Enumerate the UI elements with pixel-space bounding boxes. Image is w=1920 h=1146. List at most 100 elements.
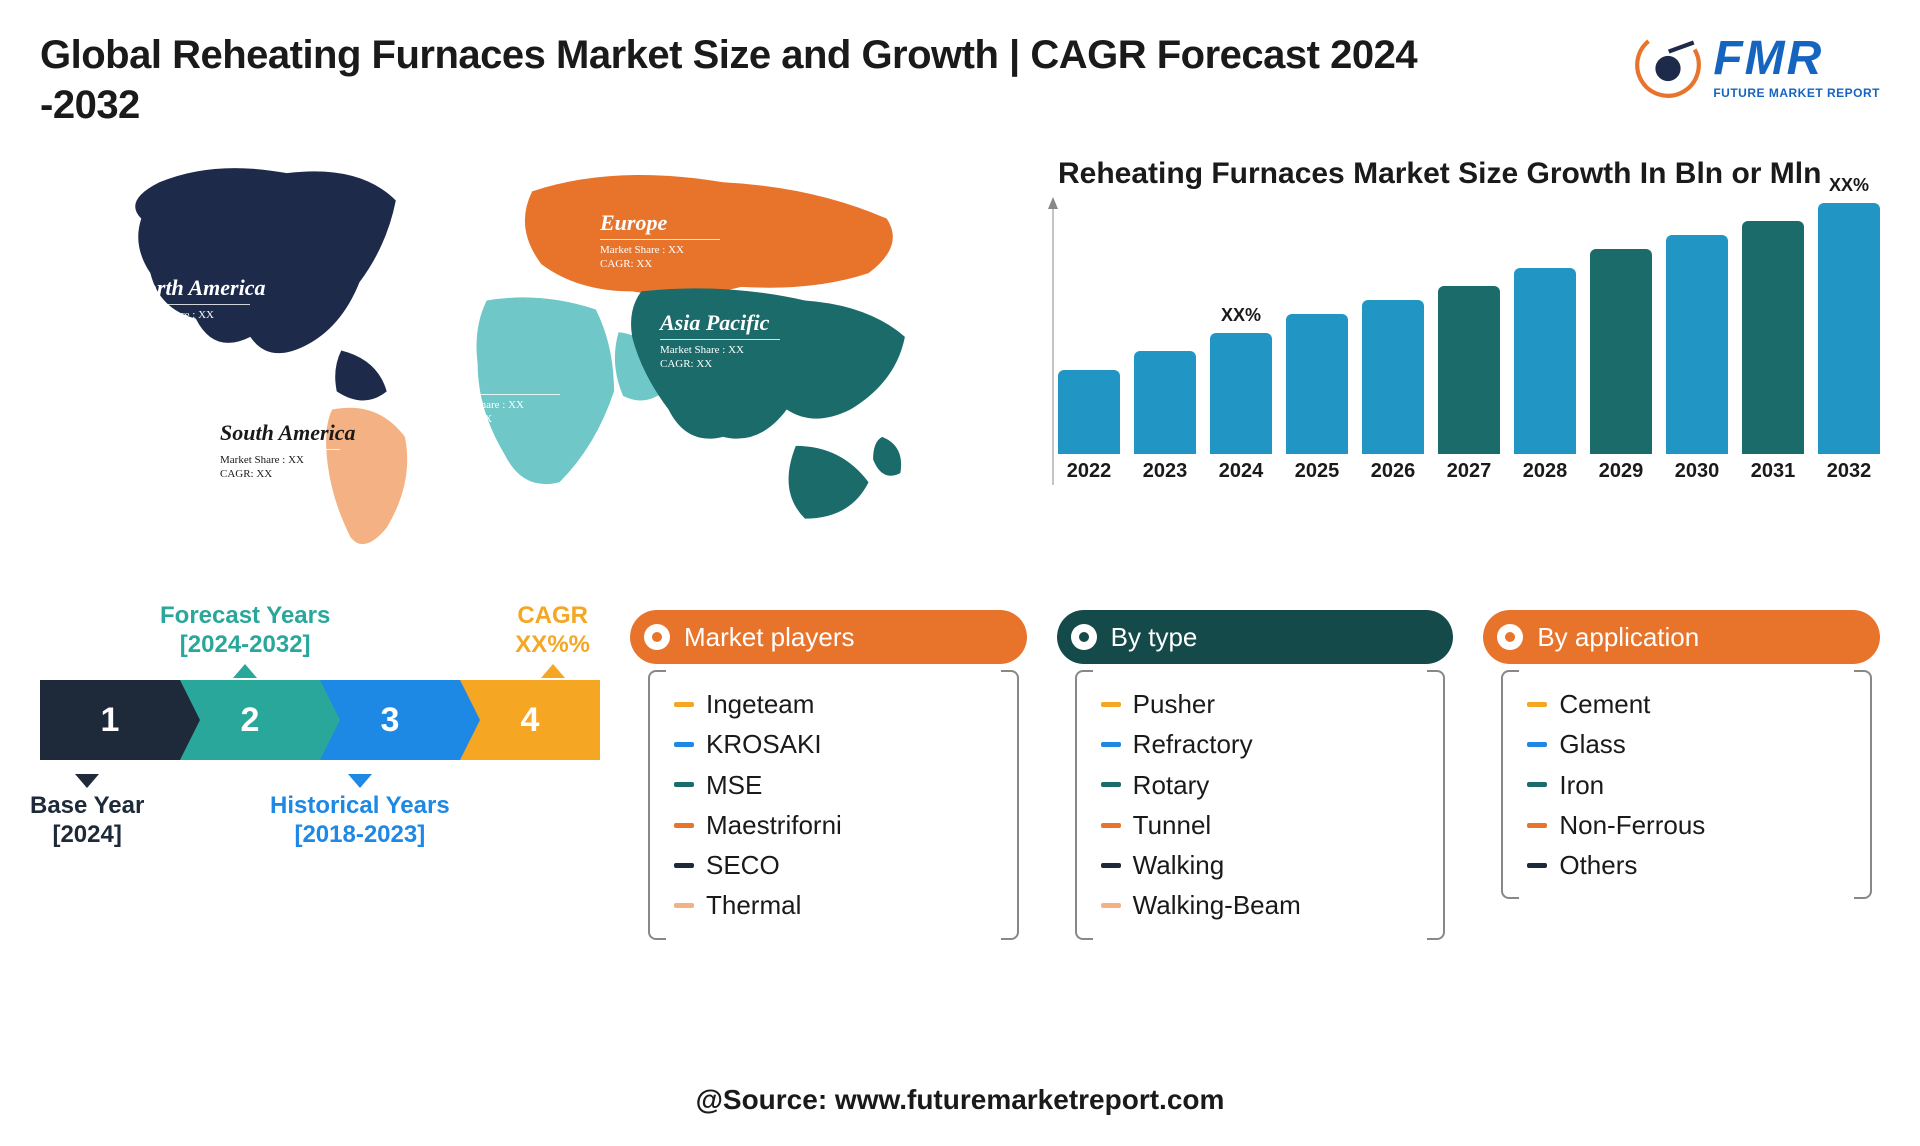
bar-col-2032: XX% 2032 xyxy=(1818,203,1880,483)
region-share: Market Share : XX xyxy=(220,453,356,467)
dash-icon xyxy=(674,782,694,787)
dash-icon xyxy=(1527,782,1547,787)
bar-chart: 20222023XX%20242025202620272028202920302… xyxy=(1058,203,1880,483)
region-share: Market Share : XX xyxy=(130,308,265,322)
bar-year-label: 2025 xyxy=(1295,460,1340,483)
bar-annotation: XX% xyxy=(1221,305,1261,326)
chart-title: Reheating Furnaces Market Size Growth In… xyxy=(1058,155,1880,193)
region-label-ap: Asia Pacific Market Share : XXCAGR: XX xyxy=(660,310,780,372)
bar-year-label: 2026 xyxy=(1371,460,1416,483)
years-row: 1 2 3 4 xyxy=(40,680,600,760)
by-application-pill: By application xyxy=(1483,610,1880,664)
list-item-text: Walking xyxy=(1133,845,1225,885)
list-item: Rotary xyxy=(1101,765,1424,805)
bar-col-2024: XX%2024 xyxy=(1210,333,1272,483)
region-cagr: CAGR: XX xyxy=(130,322,265,336)
cagr-callout: CAGR XX%% xyxy=(515,602,590,682)
list-item: Pusher xyxy=(1101,684,1424,724)
list-item: MSE xyxy=(674,765,997,805)
forecast-callout: Forecast Years [2024-2032] xyxy=(160,602,330,682)
page-title: Global Reheating Furnaces Market Size an… xyxy=(40,30,1440,130)
bar-annotation: XX% xyxy=(1829,175,1869,196)
pill-dot-icon xyxy=(1497,624,1523,650)
list-item-text: Non-Ferrous xyxy=(1559,805,1705,845)
by-type-section: By type PusherRefractoryRotaryTunnelWalk… xyxy=(1057,610,1454,940)
forecast-label: Forecast Years xyxy=(160,602,330,631)
dash-icon xyxy=(1101,702,1121,707)
by-application-section: By application CementGlassIronNon-Ferrou… xyxy=(1483,610,1880,899)
region-cagr: CAGR: XX xyxy=(660,357,780,371)
dash-icon xyxy=(674,823,694,828)
region-label-eu: EuropeMarket Share : XXCAGR: XX xyxy=(600,210,720,272)
by-type-pill: By type xyxy=(1057,610,1454,664)
market-players-pill: Market players xyxy=(630,610,1027,664)
list-item-text: SECO xyxy=(706,845,780,885)
list-item-text: Refractory xyxy=(1133,724,1253,764)
bar-col-2030: 2030 xyxy=(1666,235,1728,482)
list-item: Walking xyxy=(1101,845,1424,885)
list-item-text: Glass xyxy=(1559,724,1625,764)
by-type-header: By type xyxy=(1111,622,1198,653)
region-cagr: CAGR: XX xyxy=(440,412,560,426)
region-name: Europe xyxy=(600,210,720,236)
pill-dot-icon xyxy=(644,624,670,650)
region-label-sa: South AmericaMarket Share : XXCAGR: XX xyxy=(220,420,356,482)
list-item: Walking-Beam xyxy=(1101,885,1424,925)
list-item-text: Pusher xyxy=(1133,684,1215,724)
growth-chart: Reheating Furnaces Market Size Growth In… xyxy=(1018,155,1880,555)
years-block: Forecast Years [2024-2032] CAGR XX%% 1 2… xyxy=(40,610,600,760)
forecast-range: [2024-2032] xyxy=(160,631,330,660)
list-item: Cement xyxy=(1527,684,1850,724)
bar-year-label: 2023 xyxy=(1143,460,1188,483)
by-application-list: CementGlassIronNon-FerrousOthers xyxy=(1527,684,1850,885)
base-year-range: [2024] xyxy=(30,821,144,850)
bar-col-2028: 2028 xyxy=(1514,268,1576,483)
logo-subtitle: FUTURE MARKET REPORT xyxy=(1713,86,1880,100)
bar-2027 xyxy=(1438,286,1500,453)
bar-2031 xyxy=(1742,221,1804,453)
region-name: North America xyxy=(130,275,265,301)
logo-text: FMR xyxy=(1713,31,1880,86)
dash-icon xyxy=(1527,702,1547,707)
list-item: Non-Ferrous xyxy=(1527,805,1850,845)
bar-2022 xyxy=(1058,370,1120,454)
historical-range: [2018-2023] xyxy=(270,821,450,850)
region-name: Asia Pacific xyxy=(660,310,780,336)
list-item-text: Ingeteam xyxy=(706,684,814,724)
bar-2028 xyxy=(1514,268,1576,454)
world-map: North AmericaMarket Share : XXCAGR: XXSo… xyxy=(40,155,988,555)
list-item-text: Cement xyxy=(1559,684,1650,724)
by-type-list: PusherRefractoryRotaryTunnelWalkingWalki… xyxy=(1101,684,1424,926)
dash-icon xyxy=(674,702,694,707)
bar-2032: XX% xyxy=(1818,203,1880,454)
list-item-text: Iron xyxy=(1559,765,1604,805)
bar-2023 xyxy=(1134,351,1196,453)
bar-col-2029: 2029 xyxy=(1590,249,1652,482)
bar-2030 xyxy=(1666,235,1728,453)
bar-year-label: 2022 xyxy=(1067,460,1112,483)
dash-icon xyxy=(674,742,694,747)
list-item: Refractory xyxy=(1101,724,1424,764)
list-item: Maestriforni xyxy=(674,805,997,845)
region-share: Market Share : XX xyxy=(440,398,560,412)
list-item: KROSAKI xyxy=(674,724,997,764)
source-attribution: @Source: www.futuremarketreport.com xyxy=(696,1084,1225,1116)
historical-label: Historical Years xyxy=(270,792,450,821)
bar-year-label: 2029 xyxy=(1599,460,1644,483)
bar-year-label: 2032 xyxy=(1827,460,1872,483)
bar-col-2026: 2026 xyxy=(1362,300,1424,482)
region-share: Market Share : XX xyxy=(660,343,780,357)
list-item: Thermal xyxy=(674,885,997,925)
pill-dot-icon xyxy=(1071,624,1097,650)
dash-icon xyxy=(1101,823,1121,828)
base-year-label: Base Year xyxy=(30,792,144,821)
bar-col-2025: 2025 xyxy=(1286,314,1348,482)
list-item: Tunnel xyxy=(1101,805,1424,845)
bar-year-label: 2030 xyxy=(1675,460,1720,483)
region-label-mea: MEAMarket Share : XXCAGR: XX xyxy=(440,370,560,427)
base-year-callout: Base Year [2024] xyxy=(30,770,144,850)
dash-icon xyxy=(1101,863,1121,868)
year-seg-3: 3 xyxy=(320,680,460,760)
list-item-text: KROSAKI xyxy=(706,724,822,764)
dash-icon xyxy=(1527,742,1547,747)
